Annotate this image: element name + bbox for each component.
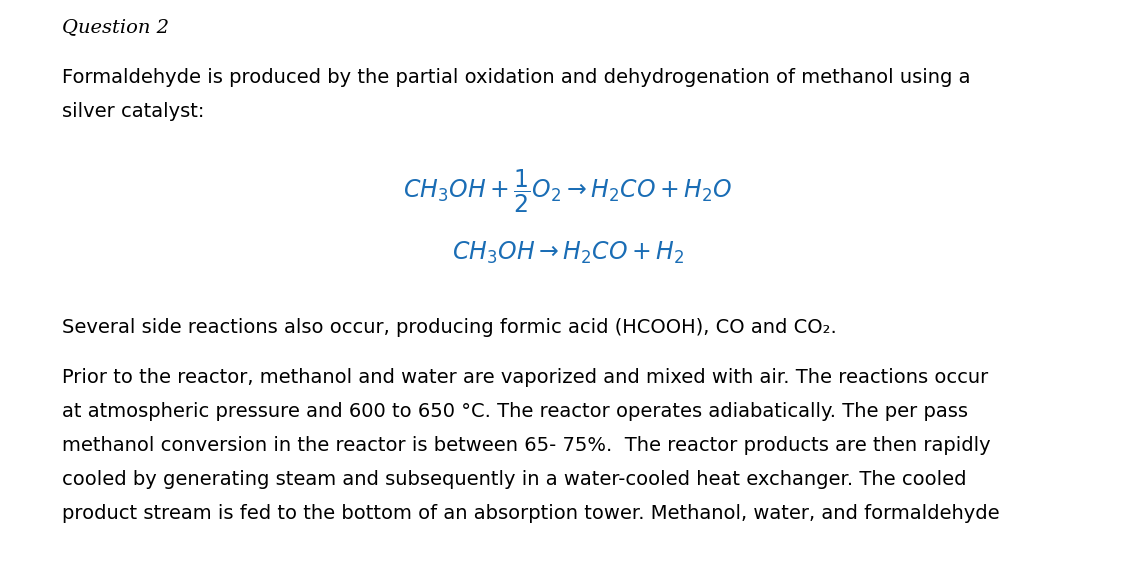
Text: $\mathbf{\mathit{CH_3OH \rightarrow H_2CO + H_2}}$: $\mathbf{\mathit{CH_3OH \rightarrow H_2C…	[452, 240, 684, 266]
Text: Several side reactions also occur, producing formic acid (HCOOH), CO and CO₂.: Several side reactions also occur, produ…	[62, 318, 837, 337]
Text: silver catalyst:: silver catalyst:	[62, 102, 204, 121]
Text: cooled by generating steam and subsequently in a water-cooled heat exchanger. Th: cooled by generating steam and subsequen…	[62, 470, 967, 489]
Text: $\mathbf{\mathit{CH_3OH + \dfrac{1}{2}O_2 \rightarrow H_2CO + H_2O}}$: $\mathbf{\mathit{CH_3OH + \dfrac{1}{2}O_…	[403, 168, 733, 215]
Text: Question 2: Question 2	[62, 18, 169, 36]
Text: Prior to the reactor, methanol and water are vaporized and mixed with air. The r: Prior to the reactor, methanol and water…	[62, 368, 988, 387]
Text: Formaldehyde is produced by the partial oxidation and dehydrogenation of methano: Formaldehyde is produced by the partial …	[62, 68, 970, 87]
Text: product stream is fed to the bottom of an absorption tower. Methanol, water, and: product stream is fed to the bottom of a…	[62, 504, 1000, 523]
Text: at atmospheric pressure and 600 to 650 °C. The reactor operates adiabatically. T: at atmospheric pressure and 600 to 650 °…	[62, 402, 968, 421]
Text: methanol conversion in the reactor is between 65- 75%.  The reactor products are: methanol conversion in the reactor is be…	[62, 436, 991, 455]
